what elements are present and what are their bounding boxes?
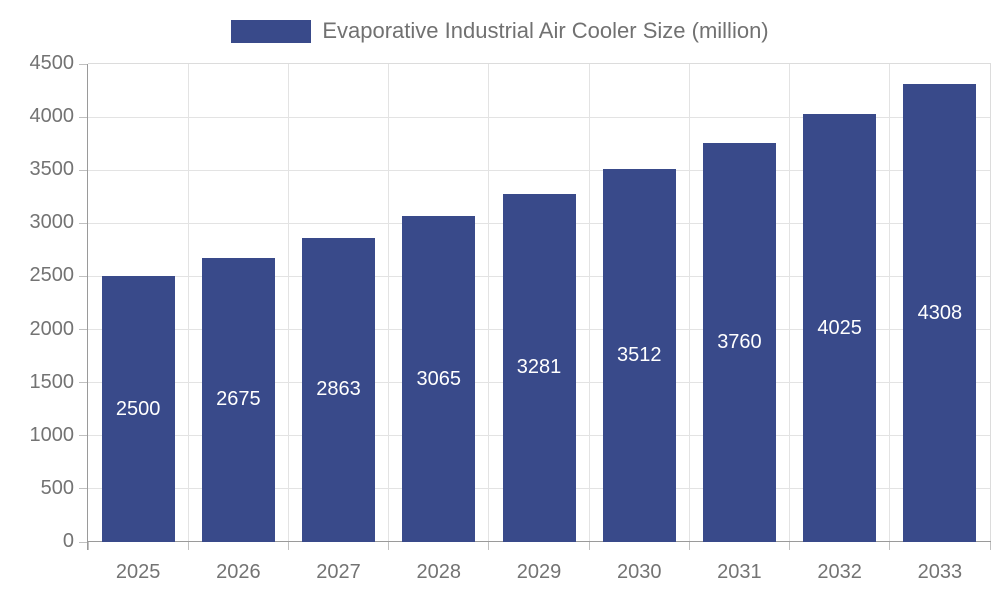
x-tick-label: 2026	[216, 561, 261, 583]
y-tick-label: 2000	[29, 317, 75, 340]
y-tick	[79, 222, 87, 224]
bar-value-label: 2500	[115, 397, 161, 420]
y-tick-label: 1000	[29, 423, 75, 446]
plot-area: 2500 2675 2863 3065 3281 3512 3760 4025 4308	[79, 63, 991, 550]
x-tick	[187, 542, 189, 550]
bar-2032[interactable]: 4025	[803, 114, 877, 542]
bar-2033[interactable]: 4308	[903, 84, 977, 542]
y-tick-label: 2500	[29, 264, 75, 287]
x-tick-label: 2027	[316, 561, 361, 583]
x-tick	[287, 542, 289, 550]
v-gridline	[588, 64, 590, 542]
v-gridline	[488, 64, 490, 542]
bar-value-label: 4025	[817, 316, 862, 339]
x-tick	[87, 542, 89, 550]
x-tick	[488, 542, 490, 550]
y-tick	[79, 329, 87, 331]
y-tick-label: 1500	[29, 370, 75, 393]
v-gridline	[287, 64, 289, 542]
v-gridline	[187, 64, 189, 542]
x-tick-label: 2030	[616, 561, 662, 583]
h-gridline	[88, 116, 990, 118]
legend-swatch	[231, 19, 312, 43]
x-tick-label: 2031	[717, 561, 762, 583]
x-tick-label: 2025	[115, 561, 161, 583]
bar-2029[interactable]: 3281	[502, 193, 576, 542]
v-gridline	[388, 64, 390, 542]
x-tick	[388, 542, 390, 550]
bar-value-label: 4308	[917, 301, 963, 324]
v-gridline	[789, 64, 791, 542]
x-tick	[889, 542, 891, 550]
bar-2026[interactable]: 2675	[201, 257, 275, 542]
y-tick	[79, 275, 87, 277]
h-gridline	[88, 169, 990, 171]
x-tick-label: 2028	[416, 561, 462, 583]
y-tick-label: 4000	[29, 105, 75, 128]
bar-value-label: 3065	[416, 367, 462, 390]
legend-item[interactable]: Evaporative Industrial Air Cooler Size (…	[0, 18, 1000, 44]
y-tick-label: 0	[62, 530, 74, 552]
y-tick	[79, 382, 87, 384]
y-tick-label: 500	[40, 476, 74, 499]
bar-2030[interactable]: 3512	[602, 168, 676, 542]
x-tick-label: 2029	[516, 561, 562, 583]
y-tick	[79, 435, 87, 437]
x-tick	[789, 542, 791, 550]
y-tick-label: 3500	[29, 158, 75, 181]
y-axis-labels: 0 500 1000 1500 2000 2500 3000 3500 4000 4500	[0, 52, 75, 552]
v-gridline	[688, 64, 690, 542]
x-tick	[989, 542, 991, 550]
y-tick	[79, 116, 87, 118]
x-tick-label: 2033	[917, 561, 963, 583]
bar-2028[interactable]: 3065	[402, 216, 476, 542]
y-tick	[79, 169, 87, 171]
bar-2025[interactable]: 2500	[101, 276, 175, 542]
bar-value-label: 2863	[316, 378, 361, 401]
y-tick-label: 3000	[29, 211, 75, 234]
x-tick	[688, 542, 690, 550]
bar-2031[interactable]: 3760	[702, 142, 776, 542]
bar-2027[interactable]: 2863	[302, 237, 376, 542]
v-gridline	[889, 64, 891, 542]
bar-value-label: 3281	[516, 356, 562, 379]
y-tick	[79, 63, 87, 65]
x-tick	[588, 542, 590, 550]
x-axis-labels: 2025 2026 2027 2028 2029 2030 2031 2032 2033	[88, 556, 990, 588]
bar-value-label: 3512	[616, 343, 662, 366]
bar-value-label: 2675	[216, 388, 261, 411]
y-axis-line	[87, 64, 88, 550]
legend-label: Evaporative Industrial Air Cooler Size (…	[322, 18, 769, 43]
y-tick	[79, 488, 87, 490]
y-tick	[79, 541, 87, 543]
x-tick-label: 2032	[817, 561, 862, 583]
bar-value-label: 3760	[717, 330, 762, 353]
y-tick-label: 4500	[29, 52, 75, 74]
